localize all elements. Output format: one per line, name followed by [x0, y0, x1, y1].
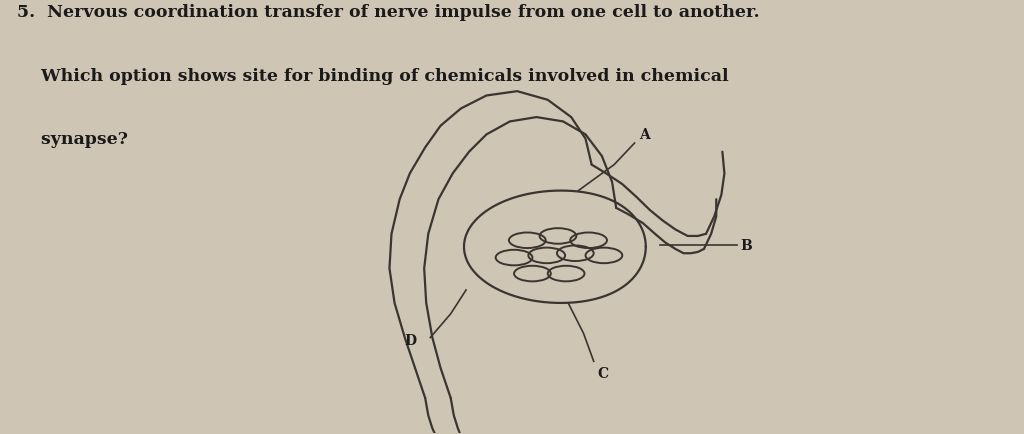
Text: A: A: [639, 128, 649, 141]
Text: D: D: [403, 333, 416, 347]
Text: 5.  Nervous coordination transfer of nerve impulse from one cell to another.: 5. Nervous coordination transfer of nerv…: [16, 3, 760, 20]
Text: B: B: [740, 238, 753, 252]
Text: C: C: [598, 366, 609, 380]
Text: Which option shows site for binding of chemicals involved in chemical: Which option shows site for binding of c…: [16, 68, 728, 85]
Text: synapse?: synapse?: [16, 131, 128, 148]
